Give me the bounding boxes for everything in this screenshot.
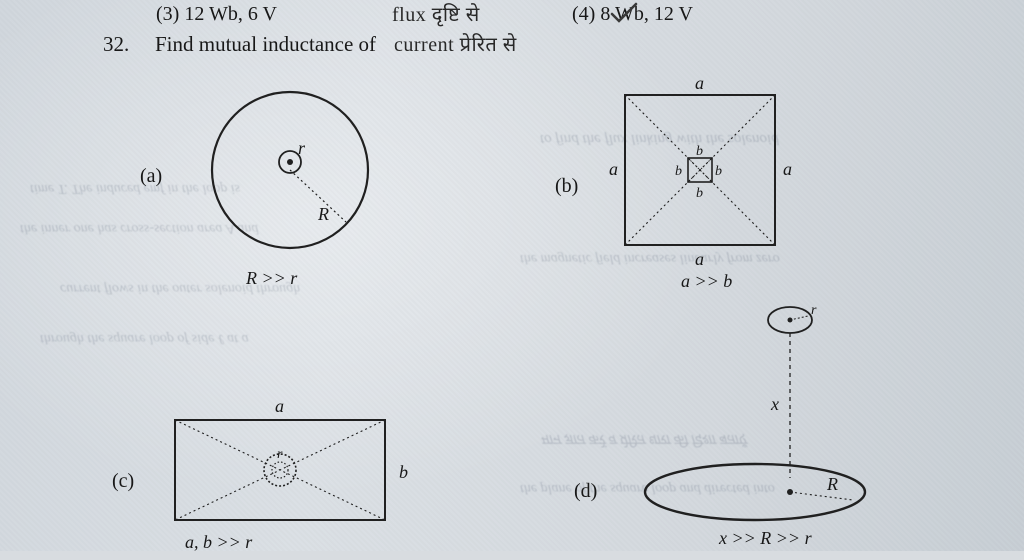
label-b-right: b (715, 164, 722, 179)
option-a-label: (a) (140, 165, 162, 188)
cond-d: x >> R >> r (718, 528, 813, 548)
diagram-d: r x R x >> R >> r (625, 300, 885, 550)
label-b-left: b (675, 164, 682, 179)
cond-c: a, b >> r (185, 532, 253, 552)
label-a-bottom: a (695, 249, 704, 269)
label-a-top: a (695, 73, 704, 93)
label-r-c: r (277, 447, 283, 462)
label-a-left: a (609, 159, 618, 179)
label-R: R (317, 204, 329, 224)
label-r-d: r (811, 303, 817, 318)
check-icon (610, 2, 638, 24)
prev-option-3: (3) 12 Wb, 6 V (156, 3, 277, 26)
cond-b: a >> b (681, 271, 732, 291)
diagram-b: a a a a b b b b a >> b (595, 75, 825, 305)
handwritten-current: current प्रेरित से (394, 30, 517, 57)
cond-a: R >> r (245, 268, 298, 288)
page-scan: (3) 12 Wb, 6 V flux दृष्टि से (4) 8 Wb, … (0, 0, 1024, 551)
handwritten-flux: flux दृष्टि से (392, 0, 480, 27)
label-x: x (770, 394, 779, 414)
label-a-c: a (275, 396, 284, 416)
diagram-c: r a b a, b >> r (155, 380, 445, 560)
label-R-d: R (826, 474, 838, 494)
option-b-label: (b) (555, 175, 578, 198)
label-b-bottom: b (696, 186, 703, 201)
question-text: Find mutual inductance of (155, 32, 376, 57)
diagram-a: r R R >> r (190, 70, 390, 290)
option-d-label: (d) (574, 480, 597, 503)
option-c-label: (c) (112, 470, 134, 493)
question-number: 32. (103, 32, 129, 57)
ghost-text: through the square loop of side ℓ at a (40, 330, 249, 346)
label-b-c: b (399, 462, 408, 482)
label-r: r (298, 138, 306, 158)
label-b-top: b (696, 144, 703, 159)
label-a-right: a (783, 159, 792, 179)
